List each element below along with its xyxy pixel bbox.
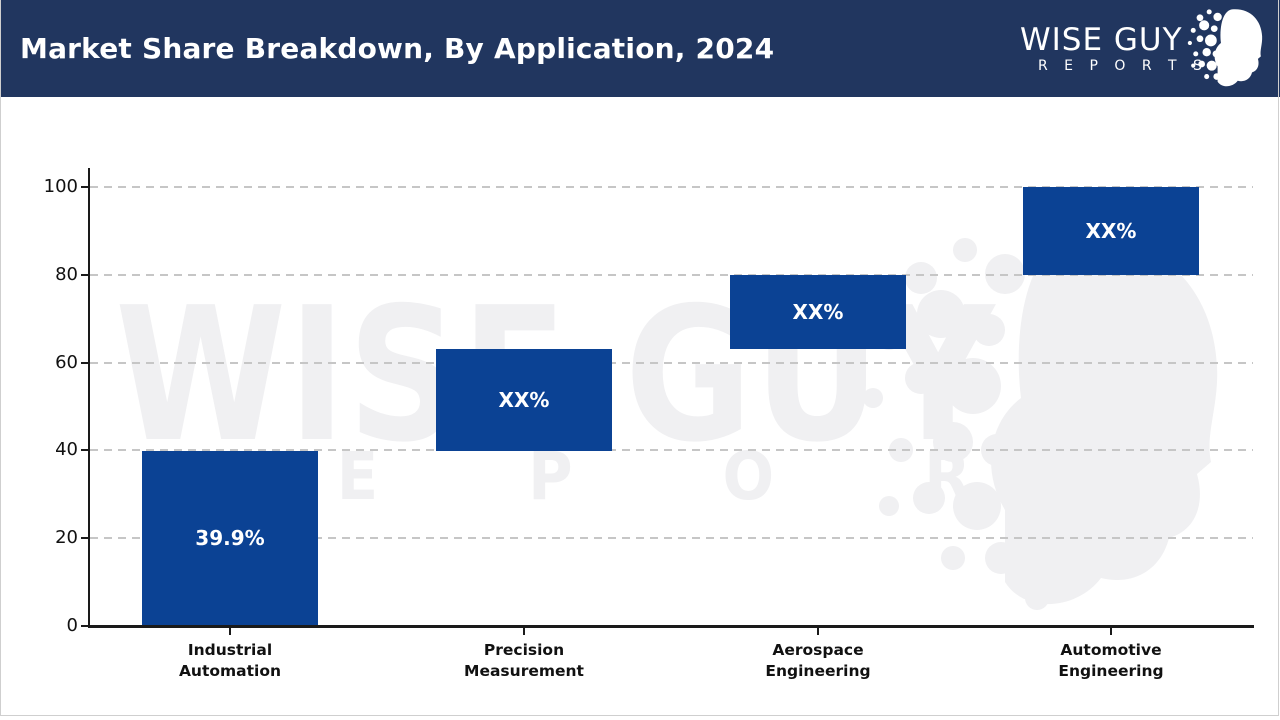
bar-aerospace-engineering: XX% xyxy=(730,274,906,350)
x-axis-label-line: Measurement xyxy=(464,662,584,680)
x-axis-label-line: Aerospace xyxy=(772,641,864,659)
x-tick-precision-measurement xyxy=(523,628,525,635)
x-tick-automotive-engineering xyxy=(1110,628,1112,635)
header-bar: Market Share Breakdown, By Application, … xyxy=(0,0,1280,97)
y-tick-80 xyxy=(81,273,89,276)
y-tick-label-80: 80 xyxy=(55,263,78,285)
x-axis-label-line: Automation xyxy=(178,662,282,680)
y-tick-60 xyxy=(81,361,89,364)
y-tick-label-100: 100 xyxy=(43,176,78,197)
y-tick-20 xyxy=(81,537,89,540)
page-title: Market Share Breakdown, By Application, … xyxy=(20,32,775,65)
x-axis-label-line: Engineering xyxy=(1058,662,1164,680)
x-tick-aerospace-engineering xyxy=(817,628,819,635)
brand-logo-head-icon xyxy=(1187,9,1263,87)
y-axis-line xyxy=(88,168,90,627)
x-tick-industrial-automation xyxy=(229,628,231,635)
y-tick-label-60: 60 xyxy=(55,351,78,373)
y-tick-100 xyxy=(81,186,89,188)
x-axis-label-aerospace-engineering: Aerospace Engineering xyxy=(718,640,918,682)
x-axis-label-precision-measurement: Precision Measurement xyxy=(424,640,624,682)
brand-logo-name: WISE GUY xyxy=(1020,22,1183,58)
bar-automotive-engineering: XX% xyxy=(1023,187,1199,275)
gridline-40 xyxy=(90,449,1253,452)
gridline-80 xyxy=(90,273,1253,276)
brand-logo-subname: R E P O R T S xyxy=(1038,58,1208,74)
x-axis-label-line: Industrial xyxy=(187,641,273,659)
gridline-60 xyxy=(90,361,1253,364)
gridline-100 xyxy=(90,186,1253,188)
y-tick-40 xyxy=(81,449,89,452)
x-axis-label-line: Precision xyxy=(483,641,565,659)
bar-value-label-precision-measurement: XX% xyxy=(498,388,550,413)
gridline-20 xyxy=(90,537,1253,540)
x-axis-label-automotive-engineering: Automotive Engineering xyxy=(1011,640,1211,682)
y-tick-label-40: 40 xyxy=(55,439,78,461)
bar-precision-measurement: XX% xyxy=(436,349,612,451)
bar-value-label-industrial-automation: 39.9% xyxy=(195,526,265,551)
bar-value-label-aerospace-engineering: XX% xyxy=(792,300,844,325)
y-tick-0 xyxy=(81,625,89,627)
x-axis-label-line: Automotive xyxy=(1060,641,1162,659)
bar-value-label-automotive-engineering: XX% xyxy=(1085,218,1137,243)
brand-logo: WISE GUY R E P O R T S xyxy=(1020,0,1270,97)
x-axis-line xyxy=(88,625,1254,628)
bar-industrial-automation: 39.9% xyxy=(142,450,318,626)
y-tick-label-0: 0 xyxy=(66,615,78,636)
x-axis-label-industrial-automation: Industrial Automation xyxy=(130,640,330,682)
x-axis-label-line: Engineering xyxy=(765,662,871,680)
y-tick-label-20: 20 xyxy=(55,527,78,549)
